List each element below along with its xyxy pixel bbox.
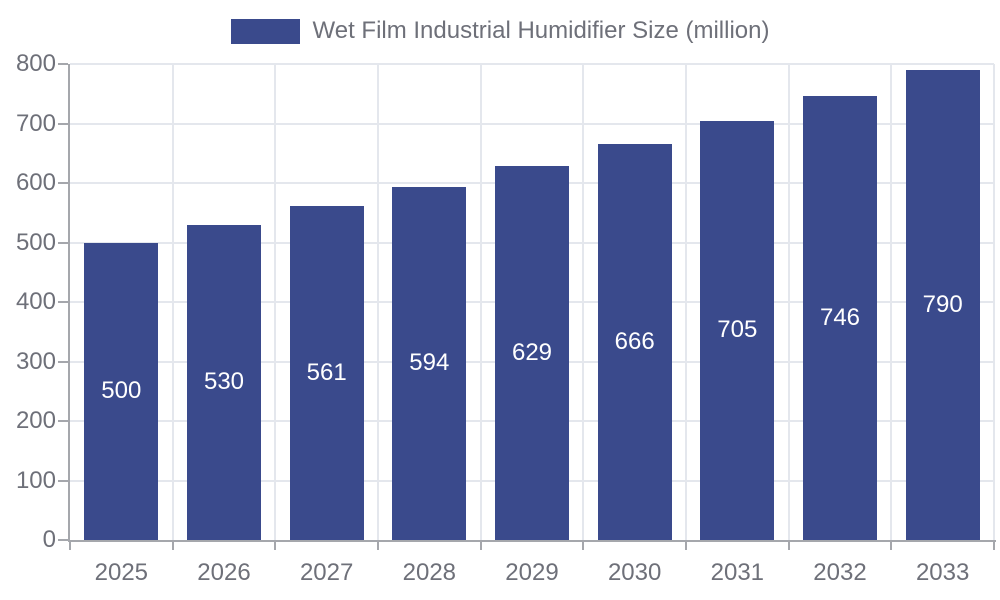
- gridline-vertical: [479, 64, 482, 540]
- gridline-vertical: [171, 64, 174, 540]
- y-axis-tick-label: 500: [15, 228, 56, 256]
- bar-value-label: 530: [203, 368, 245, 396]
- bar: 705: [700, 120, 775, 540]
- y-axis-tick-label: 800: [15, 50, 56, 77]
- gridline-vertical: [993, 64, 995, 540]
- x-axis-tick-label: 2030: [607, 559, 662, 586]
- y-axis-tick-label: 100: [15, 466, 56, 494]
- x-axis-tick: [993, 540, 995, 550]
- x-axis-tick: [890, 540, 893, 550]
- y-axis-tick: [58, 301, 68, 303]
- bar-value-label: 594: [409, 349, 450, 377]
- x-axis-tick-label: 2028: [402, 559, 457, 586]
- gridline-vertical: [582, 64, 585, 540]
- x-axis-tick: [479, 540, 482, 550]
- bar: 746: [803, 96, 877, 540]
- y-axis-tick-label: 300: [15, 347, 56, 375]
- bar-value-label: 500: [101, 377, 142, 405]
- x-axis-tick-label: 2033: [915, 559, 970, 586]
- x-axis-tick-label: 2026: [197, 559, 251, 586]
- gridline-vertical: [685, 64, 687, 540]
- y-axis-tick: [58, 420, 68, 422]
- gridline-vertical: [377, 64, 379, 540]
- y-axis-tick: [58, 63, 68, 65]
- bar: 500: [84, 242, 159, 540]
- y-axis-tick: [58, 122, 68, 125]
- y-axis-tick-label: 600: [15, 169, 56, 196]
- x-axis-line: [68, 540, 996, 542]
- bar: 530: [187, 224, 261, 540]
- bar-value-label: 561: [306, 359, 347, 387]
- x-axis-tick-label: 2029: [505, 559, 559, 586]
- bar-value-label: 790: [922, 290, 963, 318]
- y-axis-tick-label: 0: [42, 526, 56, 553]
- x-axis-tick-label: 2032: [813, 559, 867, 586]
- x-axis-tick: [685, 540, 687, 550]
- y-axis-tick-label: 200: [15, 407, 56, 434]
- bar: 561: [289, 206, 364, 540]
- y-axis-tick: [58, 241, 68, 244]
- y-axis-tick: [58, 360, 68, 363]
- gridline-horizontal: [70, 63, 994, 65]
- y-axis-tick-label: 700: [15, 109, 56, 137]
- x-axis-tick: [274, 540, 277, 550]
- gridline-vertical: [787, 64, 790, 540]
- x-axis-tick-label: 2025: [94, 559, 149, 586]
- gridline-vertical: [274, 64, 277, 540]
- plot-area: 500 530 561 594 629 666 705 746 790: [70, 63, 995, 540]
- y-axis-tick: [58, 479, 68, 482]
- x-axis-tick-label: 2031: [710, 559, 765, 586]
- gridline-vertical: [890, 64, 893, 540]
- legend-label: Wet Film Industrial Humidifier Size (mil…: [312, 17, 770, 44]
- y-axis-tick: [58, 539, 68, 541]
- legend[interactable]: Wet Film Industrial Humidifier Size (mil…: [0, 17, 1000, 45]
- bar: 790: [905, 69, 980, 540]
- legend-swatch: [230, 18, 300, 44]
- x-axis-tick: [582, 540, 585, 550]
- x-axis-tick: [377, 540, 379, 550]
- bar: 629: [495, 165, 569, 540]
- x-axis-tick: [787, 540, 790, 550]
- x-axis-tick: [171, 540, 174, 550]
- bar-value-label: 666: [614, 327, 655, 355]
- bar-value-label: 629: [511, 338, 553, 366]
- x-axis-tick: [69, 540, 71, 550]
- bar-value-label: 705: [717, 316, 758, 344]
- bar-value-label: 746: [819, 304, 861, 332]
- y-axis-tick-label: 400: [15, 288, 56, 315]
- y-axis-line: [68, 64, 70, 542]
- bar: 666: [597, 143, 672, 540]
- gridline-horizontal: [70, 122, 994, 125]
- x-axis-tick-label: 2027: [299, 559, 354, 586]
- bar: 594: [392, 186, 467, 540]
- y-axis-tick: [58, 182, 68, 184]
